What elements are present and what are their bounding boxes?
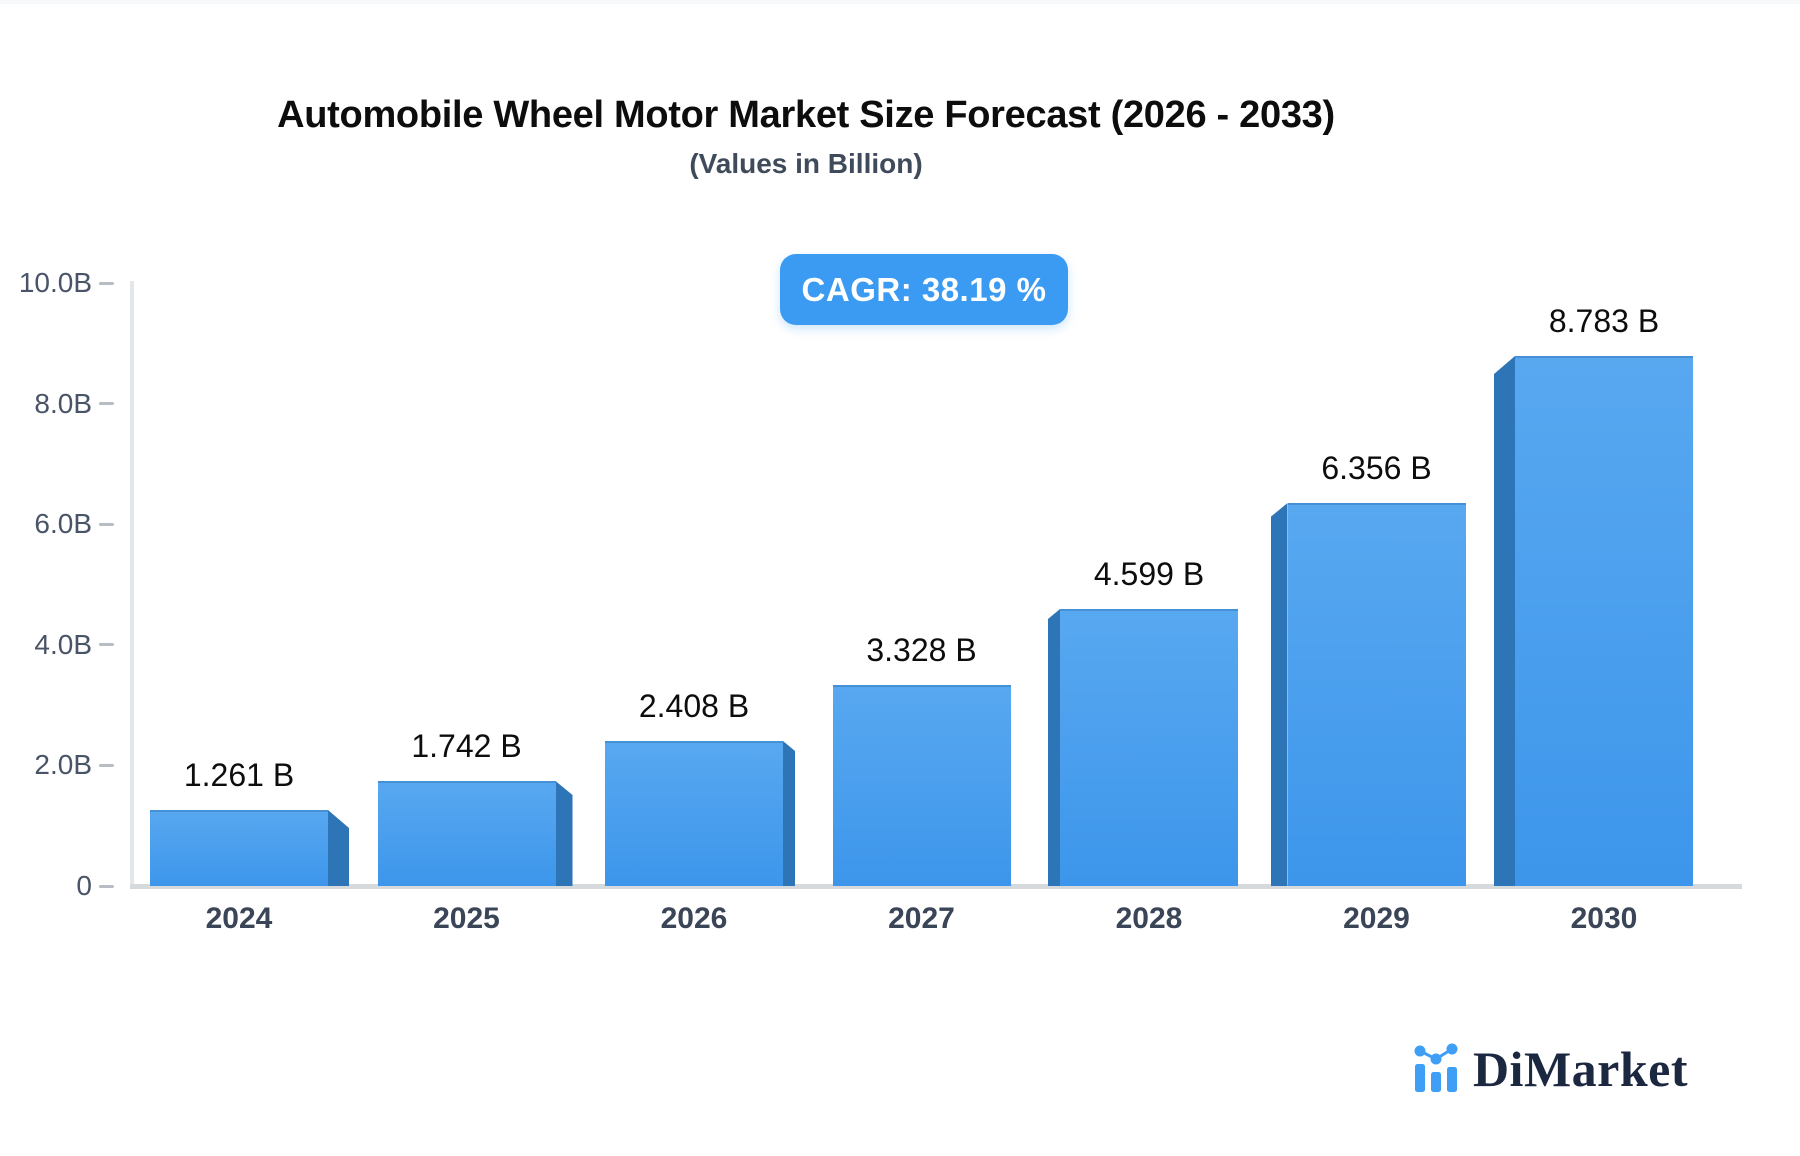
x-axis-label-2030: 2030 — [1570, 902, 1638, 935]
chart-subtitle: (Values in Billion) — [689, 148, 923, 179]
bar-value-label-2027: 3.328 B — [866, 632, 977, 668]
y-tick-label-2.0B: 2.0B — [34, 749, 92, 781]
y-tick-mark — [99, 884, 114, 888]
top-border-strip — [0, 0, 1800, 4]
bar-value-label-2029: 6.356 B — [1321, 450, 1432, 486]
bar-side-face-2030 — [1494, 356, 1515, 886]
y-tick-mark — [99, 402, 114, 406]
bar-2029 — [1287, 503, 1466, 886]
bar-side-face-2024 — [328, 810, 349, 886]
x-axis-label-2026: 2026 — [660, 902, 728, 935]
x-axis-label-2028: 2028 — [1115, 902, 1183, 935]
x-axis-label-2029: 2029 — [1343, 902, 1410, 935]
bar-value-label-2024: 1.261 B — [183, 757, 295, 793]
x-axis-label-2027: 2027 — [888, 902, 955, 935]
bar-2030 — [1515, 356, 1693, 886]
bar-2024 — [150, 810, 328, 886]
y-tick-label-6.0B: 6.0B — [34, 508, 92, 540]
bar-2027 — [832, 685, 1011, 886]
bar-value-label-2025: 1.742 B — [411, 728, 522, 764]
x-axis-label-2024: 2024 — [205, 902, 273, 935]
y-axis-line — [130, 281, 134, 889]
bar-value-label-2026: 2.408 B — [638, 688, 750, 724]
bar-side-face-2029 — [1270, 503, 1288, 886]
y-tick-label-10.0B: 10.0B — [18, 267, 92, 298]
y-tick-mark — [99, 522, 114, 526]
dimarket-logo-icon — [1414, 1043, 1458, 1092]
bar-side-face-2028 — [1048, 609, 1060, 886]
bar-side-face-2026 — [783, 741, 795, 886]
y-tick-mark — [99, 763, 114, 767]
y-tick-label-4.0B: 4.0B — [34, 628, 92, 660]
bar-2025 — [377, 781, 556, 886]
bar-value-label-2028: 4.599 B — [1093, 556, 1205, 592]
dimarket-logo: DiMarket — [1412, 1038, 1688, 1094]
cagr-badge: CAGR: 38.19 % — [780, 254, 1068, 325]
chart-title: Automobile Wheel Motor Market Size Forec… — [277, 94, 1335, 136]
x-axis-line — [130, 884, 1742, 889]
x-axis-label-2025: 2025 — [433, 902, 500, 935]
y-tick-label-8.0B: 8.0B — [34, 387, 92, 419]
bar-2028 — [1060, 609, 1238, 886]
bar-side-face-2025 — [555, 781, 573, 886]
y-tick-mark — [99, 643, 114, 647]
y-tick-label-0: 0 — [76, 870, 92, 901]
cagr-badge-label: CAGR: 38.19 % — [801, 270, 1047, 308]
bar-2026 — [605, 741, 783, 886]
y-tick-mark — [99, 281, 114, 285]
bar-value-label-2030: 8.783 B — [1548, 303, 1660, 339]
dimarket-logo-text: DiMarket — [1472, 1041, 1688, 1097]
